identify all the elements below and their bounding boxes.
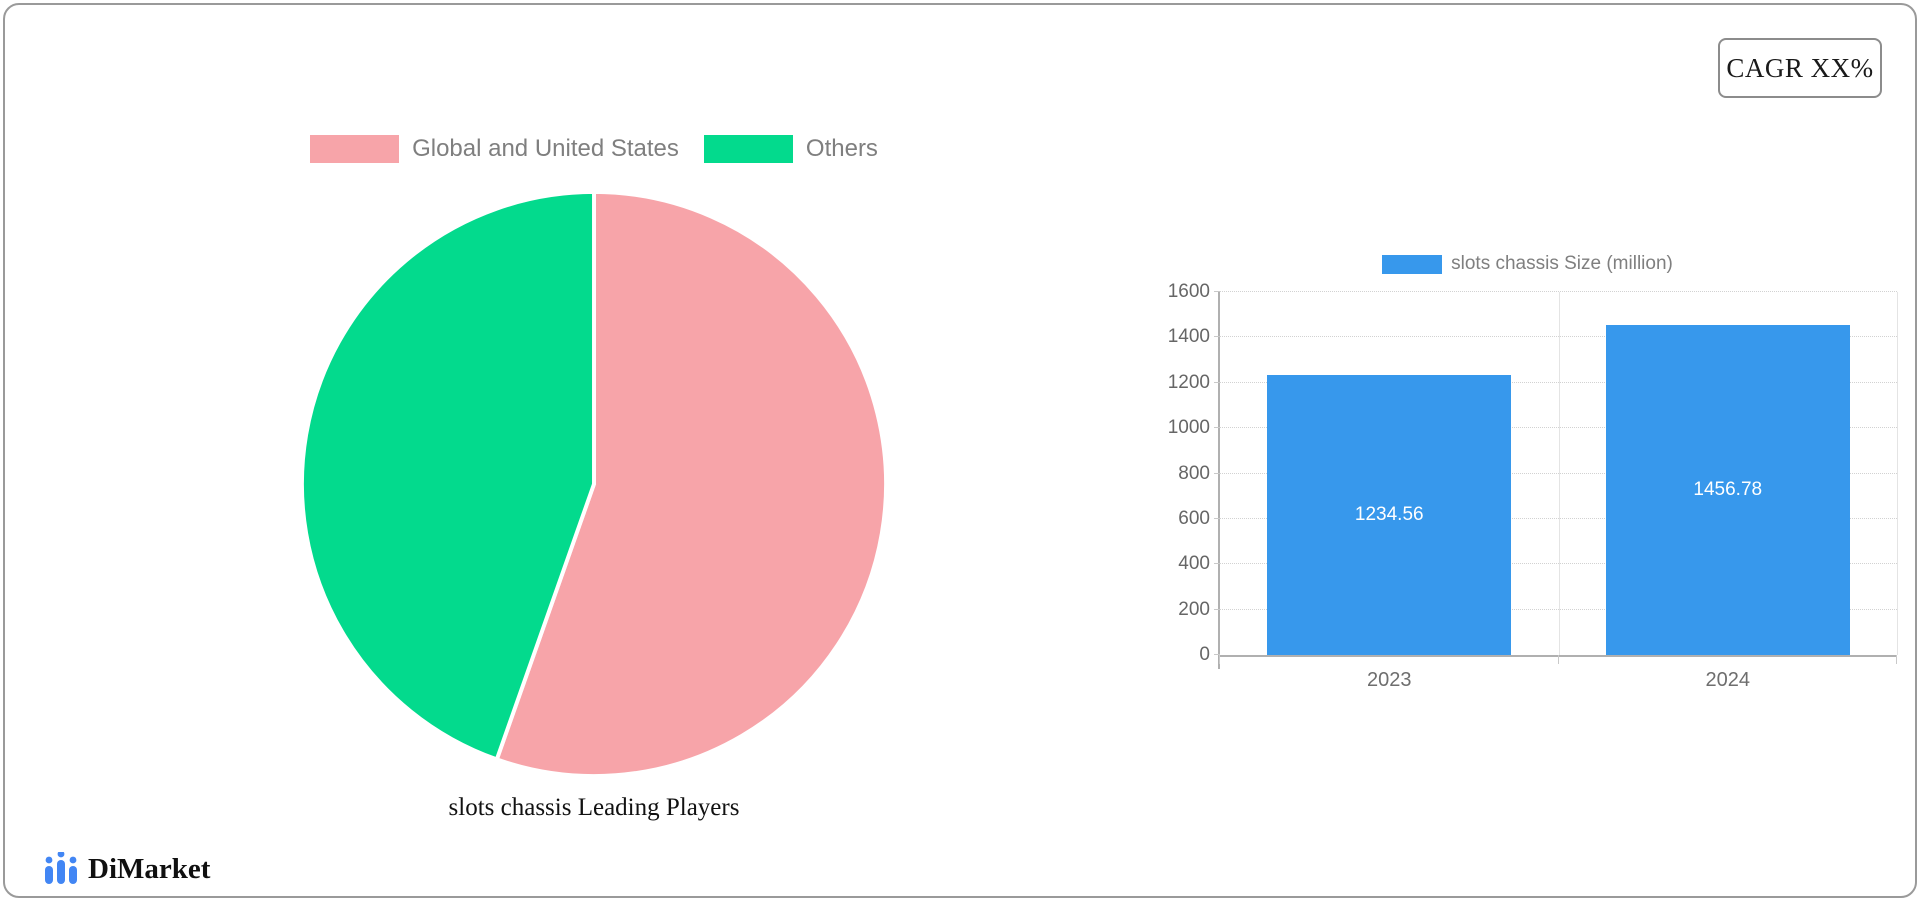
pie-chart [300, 189, 888, 779]
y-tick-mark [1214, 336, 1220, 338]
bar-plot-area: 0 200 400 600 800 1000 1200 1400 1600 1234.56 2023… [1168, 281, 1898, 691]
y-tick-label: 200 [1178, 598, 1210, 620]
bar-2024 [1605, 324, 1850, 655]
bar-value-label: 1456.78 [1693, 478, 1763, 500]
legend-label-others: Others [805, 135, 878, 162]
x-tick-mark [1219, 655, 1220, 664]
y-tick-label: 600 [1178, 507, 1210, 529]
legend-swatch-global-us [310, 135, 400, 163]
x-category-label: 2024 [1705, 669, 1751, 691]
cagr-box: CAGR XX% [1718, 38, 1882, 98]
y-tick-mark [1214, 427, 1220, 429]
y-tick-label: 1000 [1167, 417, 1210, 439]
bar-value-label: 1234.56 [1354, 503, 1424, 525]
dimarket-logo: DiMarket [43, 852, 210, 884]
logo-text: DiMarket [88, 853, 211, 885]
y-tick-mark [1214, 291, 1220, 292]
y-tick-mark [1214, 381, 1220, 383]
cagr-label: CAGR XX% [1726, 52, 1874, 83]
legend-item-global-us: Global and United States [310, 135, 679, 163]
y-tick-mark [1214, 608, 1220, 610]
y-tick-mark [1214, 563, 1220, 565]
v-gridline [1897, 292, 1898, 655]
y-tick-mark [1214, 517, 1220, 519]
pie-chart-section: Global and United States Others slots ch… [234, 135, 954, 822]
pie-chart-title: slots chassis Leading Players [448, 794, 740, 821]
bar-chart-logo-icon [45, 852, 77, 884]
y-tick-mark [1214, 654, 1220, 655]
pie-slice-1 [300, 189, 596, 762]
bar-legend-label: slots chassis Size (million) [1451, 253, 1673, 274]
h-gridline [1220, 291, 1897, 292]
legend-item-others: Others [703, 135, 878, 163]
y-tick-label: 1400 [1167, 326, 1210, 348]
legend-label-global-us: Global and United States [412, 135, 679, 162]
v-gridline [1558, 292, 1560, 655]
y-tick-label: 800 [1178, 462, 1210, 484]
pie-legend: Global and United States Others [310, 135, 878, 163]
x-category-label: 2023 [1367, 669, 1412, 691]
legend-swatch-others [703, 135, 793, 163]
bar-2023 [1267, 374, 1512, 655]
bar-chart-section: slots chassis Size (million) 0 200 400 600 8… [1150, 252, 1905, 691]
y-tick-label: 1200 [1167, 371, 1210, 393]
x-tick-mark [1896, 655, 1897, 664]
y-tick-label: 0 [1199, 644, 1210, 665]
y-tick-label: 400 [1178, 553, 1210, 575]
y-tick-label: 1600 [1167, 281, 1210, 302]
y-tick-mark [1214, 472, 1220, 474]
bar-legend-swatch [1382, 254, 1443, 274]
bar-legend: slots chassis Size (million) [1150, 252, 1905, 276]
report-card: CAGR XX% Global and United States Others… [3, 3, 1917, 898]
x-tick-mark [1557, 655, 1559, 664]
